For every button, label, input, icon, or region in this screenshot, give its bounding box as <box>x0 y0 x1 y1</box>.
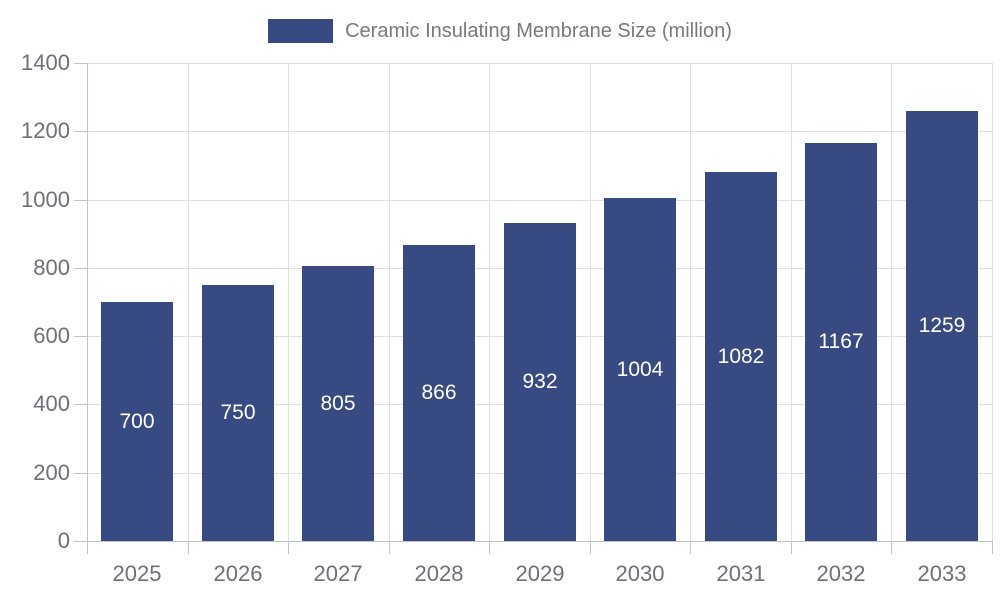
bar-value-label: 750 <box>220 401 256 424</box>
y-axis-tick <box>74 63 87 64</box>
x-axis-tick <box>891 541 892 554</box>
y-axis-tick <box>74 200 87 201</box>
x-gridline <box>288 63 289 541</box>
x-axis-tick-label: 2025 <box>112 561 162 586</box>
y-axis-tick-label: 600 <box>33 323 70 348</box>
x-gridline <box>992 63 993 541</box>
bar <box>805 143 877 541</box>
y-axis-tick <box>74 541 87 542</box>
x-gridline <box>489 63 490 541</box>
legend-label: Ceramic Insulating Membrane Size (millio… <box>345 20 732 42</box>
x-gridline <box>590 63 591 541</box>
x-axis-tick-label: 2032 <box>816 561 866 586</box>
y-axis-tick <box>74 404 87 405</box>
x-axis-tick <box>288 541 289 554</box>
bar-value-label: 1082 <box>717 345 765 368</box>
bar <box>403 245 475 541</box>
bar <box>604 198 676 541</box>
bar <box>906 111 978 541</box>
y-axis-line <box>87 63 88 554</box>
legend-swatch-icon <box>268 19 334 43</box>
x-axis-tick-label: 2033 <box>917 561 967 586</box>
y-axis-tick <box>74 268 87 269</box>
x-axis-tick-label: 2028 <box>414 561 464 586</box>
y-axis-tick <box>74 131 87 132</box>
x-gridline <box>891 63 892 541</box>
bar-value-label: 1259 <box>918 314 966 337</box>
x-axis-line <box>87 541 992 542</box>
bar-value-label: 1004 <box>616 358 664 381</box>
y-axis-tick-label: 800 <box>33 255 70 280</box>
y-axis-tick <box>74 473 87 474</box>
bar-value-label: 805 <box>320 392 356 415</box>
bar <box>101 302 173 541</box>
y-gridline <box>87 200 992 201</box>
y-axis-tick-label: 1200 <box>21 118 70 143</box>
y-axis-tick-label: 200 <box>33 460 70 485</box>
bar-value-label: 932 <box>522 370 558 393</box>
x-axis-tick <box>389 541 390 554</box>
bar <box>302 266 374 541</box>
bar-value-label: 1167 <box>818 330 864 353</box>
bar <box>202 285 274 541</box>
y-axis-tick-label: 1400 <box>21 50 70 75</box>
x-gridline <box>188 63 189 541</box>
x-axis-tick-label: 2030 <box>615 561 665 586</box>
bar-value-label: 866 <box>421 381 457 404</box>
bar <box>705 172 777 541</box>
y-gridline <box>87 63 992 64</box>
y-gridline <box>87 131 992 132</box>
y-axis-tick-label: 400 <box>33 391 70 416</box>
legend-item[interactable]: Ceramic Insulating Membrane Size (millio… <box>0 16 1000 46</box>
x-gridline <box>690 63 691 541</box>
x-gridline <box>791 63 792 541</box>
x-axis-tick <box>690 541 691 554</box>
bar <box>504 223 576 541</box>
x-gridline <box>389 63 390 541</box>
x-axis-tick <box>791 541 792 554</box>
x-axis-tick <box>188 541 189 554</box>
y-axis-tick-label: 1000 <box>21 187 70 212</box>
x-axis-tick <box>590 541 591 554</box>
x-axis-tick-label: 2031 <box>716 561 766 586</box>
x-axis-tick <box>992 541 993 554</box>
x-axis-tick-label: 2026 <box>213 561 263 586</box>
x-axis-tick-label: 2029 <box>515 561 565 586</box>
y-axis-tick-label: 0 <box>57 528 70 553</box>
x-axis-tick <box>489 541 490 554</box>
y-axis-tick <box>74 336 87 337</box>
x-axis-tick-label: 2027 <box>313 561 363 586</box>
bar-value-label: 700 <box>119 410 155 433</box>
